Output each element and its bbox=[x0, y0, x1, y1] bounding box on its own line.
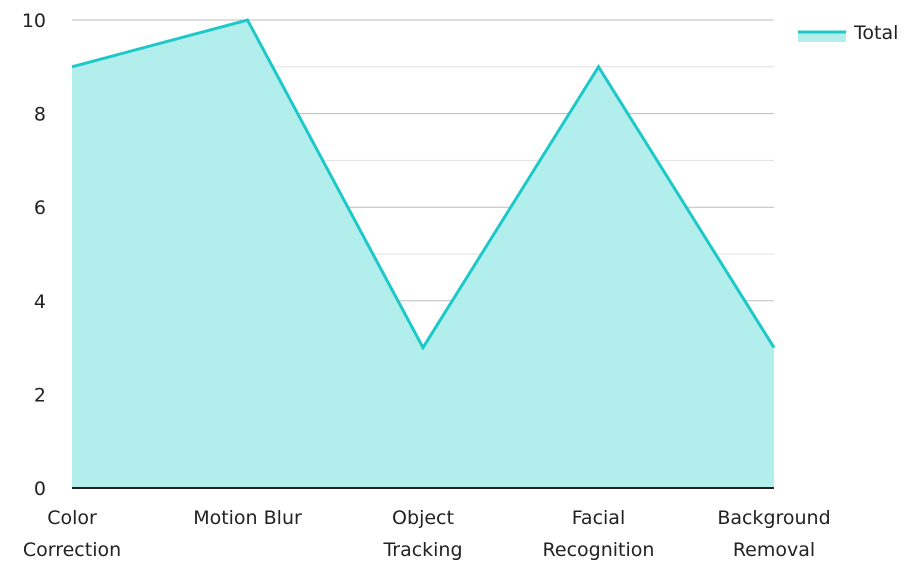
legend-label-total: Total bbox=[853, 22, 898, 44]
legend: Total bbox=[798, 22, 898, 44]
y-tick-label: 0 bbox=[34, 478, 46, 500]
y-tick-label: 8 bbox=[34, 104, 46, 126]
y-tick-label: 6 bbox=[34, 197, 46, 219]
y-tick-label: 10 bbox=[22, 10, 46, 32]
y-tick-label: 2 bbox=[34, 384, 46, 406]
y-tick-label: 4 bbox=[34, 291, 46, 313]
x-category-label: Motion Blur bbox=[193, 507, 302, 529]
